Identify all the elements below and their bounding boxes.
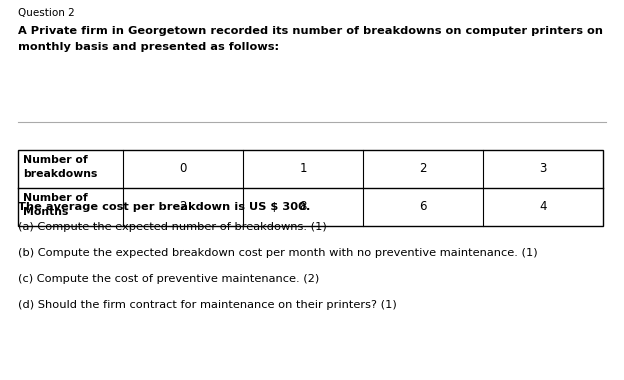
Text: Number of
Months: Number of Months [23, 193, 88, 217]
Text: The average cost per breakdown is US $ 300.: The average cost per breakdown is US $ 3… [18, 202, 310, 212]
Text: (a) Compute the expected number of breakdowns. (1): (a) Compute the expected number of break… [18, 222, 327, 232]
Text: 0: 0 [179, 163, 187, 176]
Bar [18, 150, 603, 226]
Text: 6: 6 [419, 201, 427, 214]
Text: 2: 2 [419, 163, 427, 176]
Text: 4: 4 [539, 201, 547, 214]
Text: Question 2: Question 2 [18, 8, 75, 18]
Text: A Private firm in Georgetown recorded its number of breakdowns on computer print: A Private firm in Georgetown recorded it… [18, 26, 603, 36]
Text: (b) Compute the expected breakdown cost per month with no preventive maintenance: (b) Compute the expected breakdown cost … [18, 248, 538, 258]
Text: 2: 2 [179, 201, 187, 214]
Text: (c) Compute the cost of preventive maintenance. (2): (c) Compute the cost of preventive maint… [18, 274, 319, 284]
Text: (d) Should the firm contract for maintenance on their printers? (1): (d) Should the firm contract for mainten… [18, 300, 397, 310]
Text: Number of
breakdowns: Number of breakdowns [23, 155, 97, 179]
Text: 3: 3 [539, 163, 547, 176]
Text: 1: 1 [300, 163, 307, 176]
Text: 8: 8 [300, 201, 306, 214]
Text: monthly basis and presented as follows:: monthly basis and presented as follows: [18, 42, 279, 52]
